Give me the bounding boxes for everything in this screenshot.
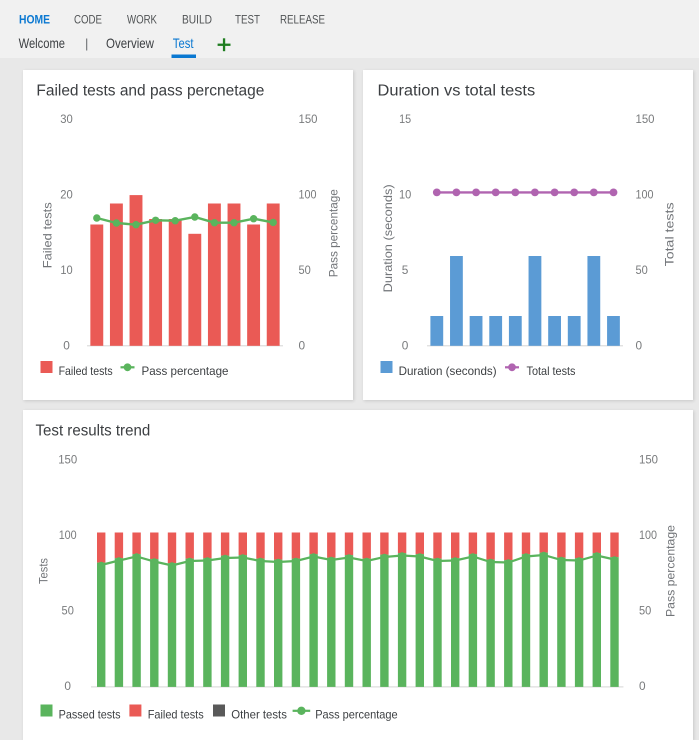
- svg-text:Test: Test: [173, 35, 194, 51]
- svg-text:150: 150: [299, 112, 318, 126]
- svg-text:150: 150: [636, 112, 655, 126]
- svg-text:50: 50: [636, 263, 649, 277]
- svg-text:0: 0: [402, 339, 409, 353]
- svg-text:TEST: TEST: [235, 13, 261, 27]
- svg-text:WORK: WORK: [127, 13, 157, 27]
- svg-text:100: 100: [636, 187, 654, 201]
- svg-text:100: 100: [299, 187, 317, 201]
- svg-text:0: 0: [299, 339, 306, 353]
- svg-text:Tests: Tests: [37, 558, 51, 584]
- svg-text:Pass percentage: Pass percentage: [142, 364, 229, 378]
- svg-text:15: 15: [399, 112, 411, 126]
- svg-text:BUILD: BUILD: [182, 13, 212, 27]
- svg-text:Duration (seconds): Duration (seconds): [381, 184, 395, 292]
- svg-text:30: 30: [60, 112, 73, 126]
- svg-text:50: 50: [299, 263, 312, 277]
- svg-text:HOME: HOME: [19, 13, 50, 27]
- svg-text:Failed tests: Failed tests: [40, 202, 54, 268]
- svg-text:100: 100: [59, 528, 77, 542]
- svg-text:Passed tests: Passed tests: [59, 708, 121, 722]
- svg-text:150: 150: [639, 452, 658, 466]
- svg-text:150: 150: [58, 452, 77, 466]
- svg-text:10: 10: [399, 187, 412, 201]
- svg-text:Other tests: Other tests: [231, 708, 287, 722]
- svg-text:Total tests: Total tests: [527, 364, 576, 378]
- svg-text:10: 10: [60, 263, 73, 277]
- svg-text:100: 100: [639, 528, 657, 542]
- svg-text:Pass percentage: Pass percentage: [326, 189, 340, 277]
- svg-text:Duration vs total tests: Duration vs total tests: [378, 82, 536, 99]
- svg-text:Failed tests: Failed tests: [148, 708, 204, 722]
- svg-text:0: 0: [636, 339, 643, 353]
- svg-text:5: 5: [402, 263, 409, 277]
- svg-text:50: 50: [62, 603, 75, 617]
- svg-text:Test results trend: Test results trend: [36, 423, 151, 440]
- svg-text:Welcome: Welcome: [19, 35, 66, 51]
- svg-text:20: 20: [60, 187, 73, 201]
- svg-text:Overview: Overview: [106, 35, 155, 51]
- svg-text:Duration (seconds): Duration (seconds): [399, 364, 497, 378]
- svg-text:50: 50: [639, 603, 652, 617]
- svg-text:CODE: CODE: [74, 13, 102, 27]
- svg-text:|: |: [85, 36, 88, 51]
- svg-text:0: 0: [639, 679, 646, 693]
- svg-text:Failed tests: Failed tests: [59, 364, 113, 378]
- svg-text:Failed tests and pass percneta: Failed tests and pass percnetage: [36, 82, 264, 99]
- svg-text:Pass percentage: Pass percentage: [315, 708, 398, 722]
- svg-text:0: 0: [64, 679, 71, 693]
- svg-text:Pass percentage: Pass percentage: [664, 525, 678, 617]
- svg-text:RELEASE: RELEASE: [280, 13, 325, 27]
- svg-text:0: 0: [63, 339, 70, 353]
- svg-text:Total tests: Total tests: [663, 202, 677, 266]
